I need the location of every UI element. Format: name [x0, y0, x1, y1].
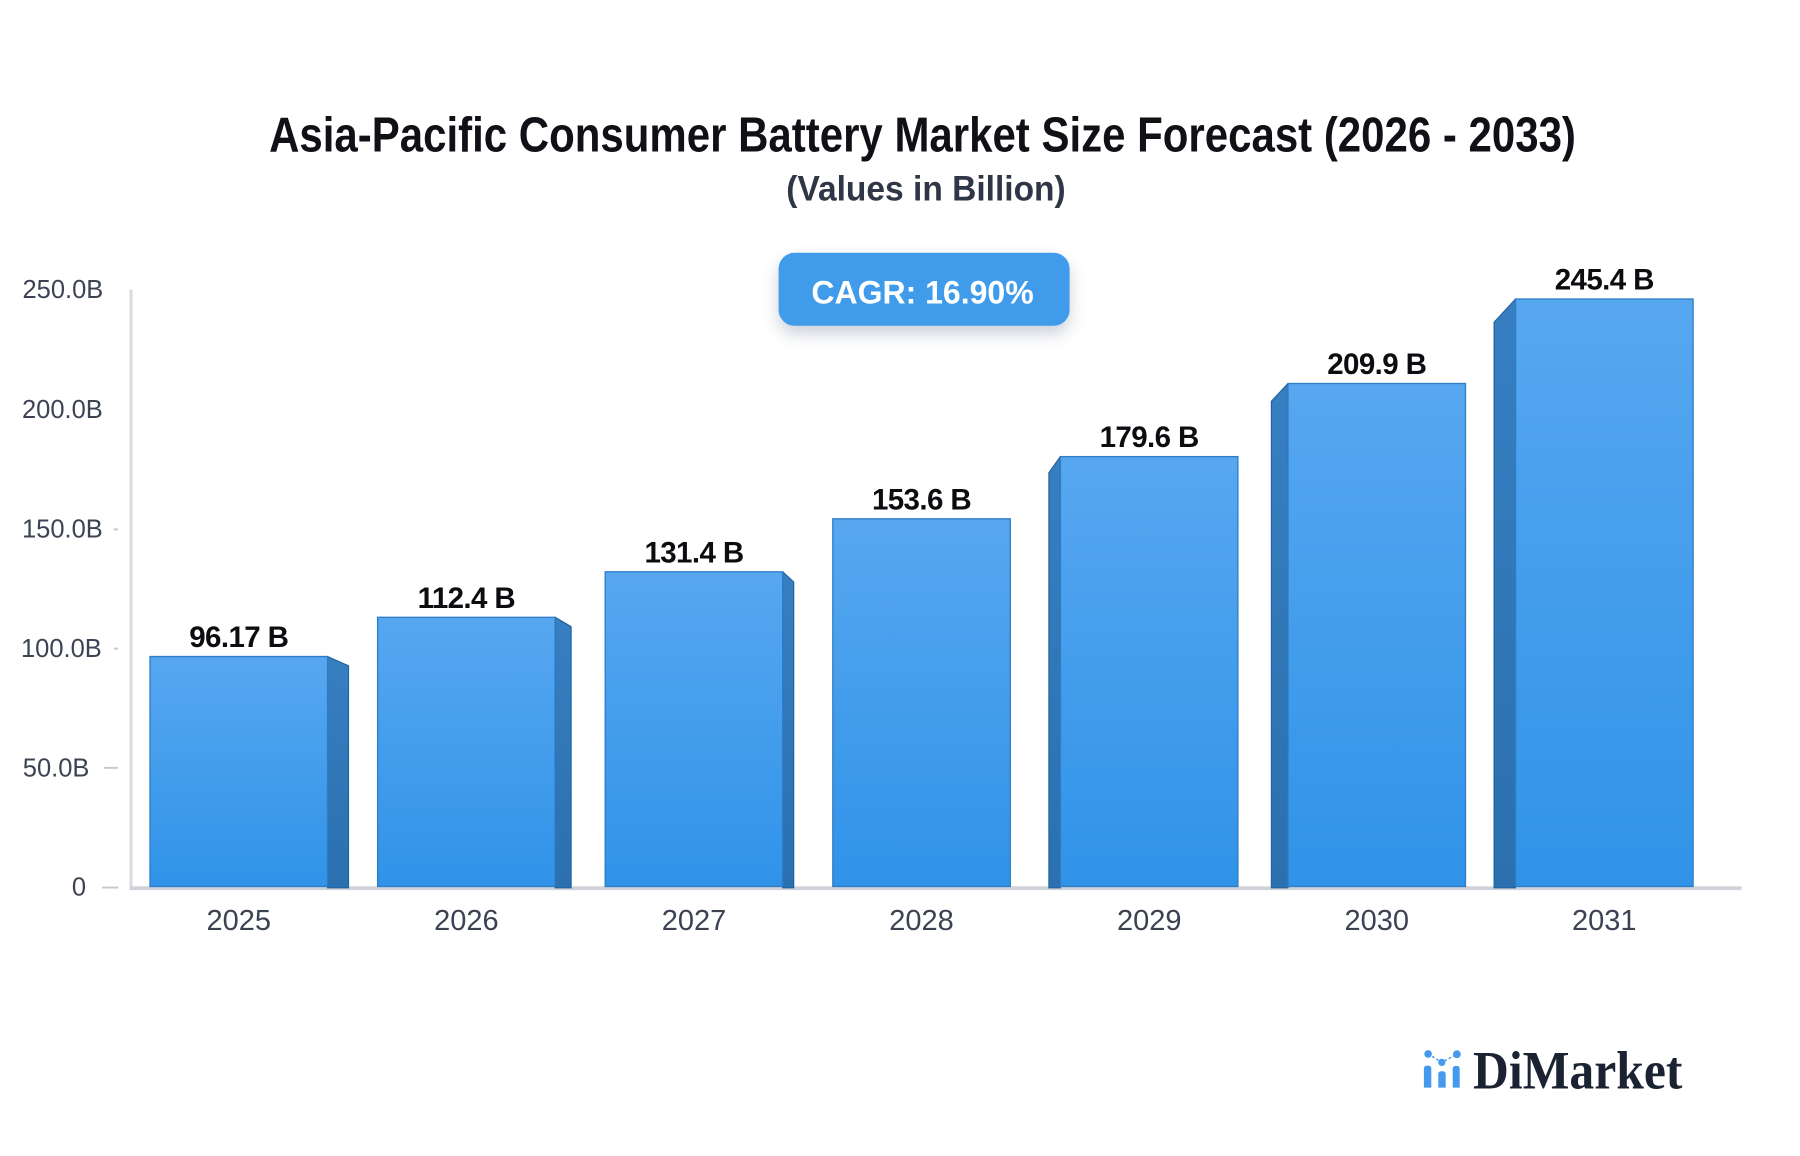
svg-text:2026: 2026 — [434, 905, 499, 937]
svg-text:131.4 B: 131.4 B — [644, 536, 743, 569]
svg-text:200.0B: 200.0B — [22, 396, 103, 424]
svg-text:96.17 B: 96.17 B — [189, 621, 288, 654]
svg-text:2028: 2028 — [889, 905, 954, 937]
svg-text:179.6 B: 179.6 B — [1100, 421, 1199, 454]
svg-text:2025: 2025 — [207, 905, 272, 937]
svg-text:2029: 2029 — [1117, 905, 1182, 937]
svg-text:2027: 2027 — [662, 905, 727, 937]
svg-text:(Values in Billion): (Values in Billion) — [786, 170, 1065, 209]
svg-text:Asia-Pacific Consumer Battery: Asia-Pacific Consumer Battery Market Siz… — [269, 107, 1576, 162]
svg-text:209.9 B: 209.9 B — [1327, 348, 1426, 381]
svg-text:0: 0 — [72, 873, 86, 901]
svg-text:50.0B: 50.0B — [23, 754, 90, 782]
svg-text:153.6 B: 153.6 B — [872, 483, 971, 516]
svg-text:2030: 2030 — [1345, 905, 1410, 937]
svg-text:100.0B: 100.0B — [21, 635, 102, 663]
svg-text:150.0B: 150.0B — [22, 515, 103, 543]
svg-text:DiMarket: DiMarket — [1473, 1041, 1683, 1100]
svg-text:245.4 B: 245.4 B — [1555, 264, 1654, 297]
svg-text:250.0B: 250.0B — [23, 276, 104, 304]
svg-text:CAGR: 16.90%: CAGR: 16.90% — [811, 275, 1033, 311]
svg-text:2031: 2031 — [1572, 905, 1637, 937]
svg-text:112.4 B: 112.4 B — [418, 582, 516, 615]
